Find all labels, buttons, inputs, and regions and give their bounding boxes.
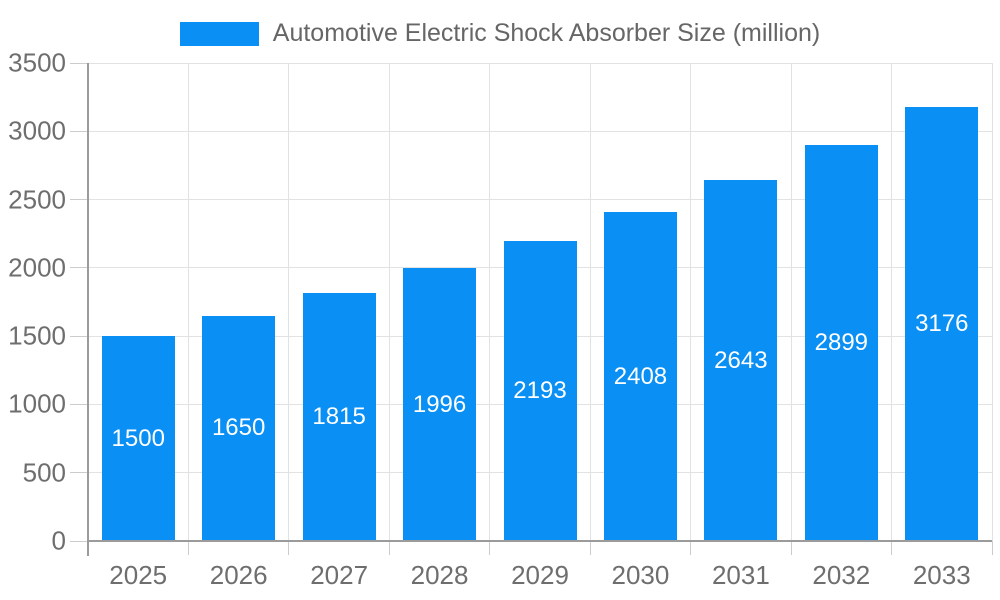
bar	[202, 315, 276, 541]
bar-value-label: 2193	[513, 377, 567, 405]
y-gridline	[88, 62, 992, 64]
x-axis-label: 2027	[310, 560, 369, 590]
x-axis-tick	[288, 541, 290, 555]
x-axis-label: 2028	[410, 560, 469, 590]
x-gridline	[891, 63, 893, 541]
y-axis-tick	[70, 62, 88, 64]
bar-value-label: 1996	[412, 390, 467, 418]
x-axis-label: 2026	[209, 560, 268, 590]
bar-value-label: 2408	[613, 362, 668, 390]
x-axis-label: 2025	[109, 560, 168, 590]
y-axis-tick	[70, 403, 88, 405]
x-axis-label: 2033	[912, 560, 971, 590]
x-axis-label: 2030	[611, 560, 670, 590]
x-axis-tick	[589, 541, 591, 555]
x-axis-label: 2032	[812, 560, 871, 590]
x-axis-tick	[690, 541, 692, 555]
x-gridline	[288, 63, 290, 541]
bar	[403, 268, 477, 541]
y-axis-label: 1000	[8, 388, 66, 419]
y-axis-label: 2000	[8, 252, 66, 283]
x-gridline	[489, 63, 491, 541]
legend-swatch	[179, 21, 259, 46]
bar	[101, 336, 175, 541]
x-axis-tick	[891, 541, 893, 555]
x-axis-line	[88, 540, 992, 542]
legend: Automotive Electric Shock Absorber Size …	[0, 19, 1000, 48]
y-axis-tick	[70, 130, 88, 132]
y-axis-tick	[70, 472, 88, 474]
bar	[804, 145, 878, 541]
bar	[302, 293, 376, 541]
y-axis-label: 1500	[8, 320, 66, 351]
x-axis-label: 2029	[511, 560, 569, 590]
x-axis-tick	[187, 541, 189, 555]
y-axis-tick	[70, 540, 88, 542]
y-gridline	[88, 130, 992, 132]
bar	[503, 241, 577, 541]
y-axis-label: 0	[51, 525, 66, 556]
bar-value-label: 2899	[814, 329, 869, 357]
x-axis-tick	[991, 541, 993, 555]
x-gridline	[790, 63, 792, 541]
x-gridline	[187, 63, 189, 541]
bar-value-label: 1815	[312, 403, 366, 431]
y-axis-label: 2500	[8, 184, 66, 215]
bar-value-label: 1500	[111, 424, 165, 452]
x-gridline	[589, 63, 591, 541]
y-axis-tick	[70, 199, 88, 201]
x-gridline	[690, 63, 692, 541]
bar	[704, 180, 778, 541]
y-axis-tick	[70, 335, 88, 337]
x-axis-tick	[489, 541, 491, 555]
bar	[905, 107, 979, 541]
y-gridline	[88, 199, 992, 201]
x-gridline	[388, 63, 390, 541]
y-axis-label: 500	[22, 457, 66, 488]
x-axis-tick	[790, 541, 792, 555]
legend-label: Automotive Electric Shock Absorber Size …	[272, 19, 821, 47]
x-axis-label: 2031	[711, 560, 770, 590]
bar-value-label: 2643	[714, 346, 768, 374]
y-axis-label: 3500	[8, 47, 66, 78]
y-axis-line	[87, 63, 89, 556]
x-axis-tick	[388, 541, 390, 555]
bar-value-label: 3176	[915, 310, 969, 338]
x-gridline	[991, 63, 993, 541]
y-axis-label: 3000	[8, 115, 66, 146]
bar	[603, 212, 677, 541]
y-axis-tick	[70, 267, 88, 269]
bar-value-label: 1650	[211, 414, 266, 442]
